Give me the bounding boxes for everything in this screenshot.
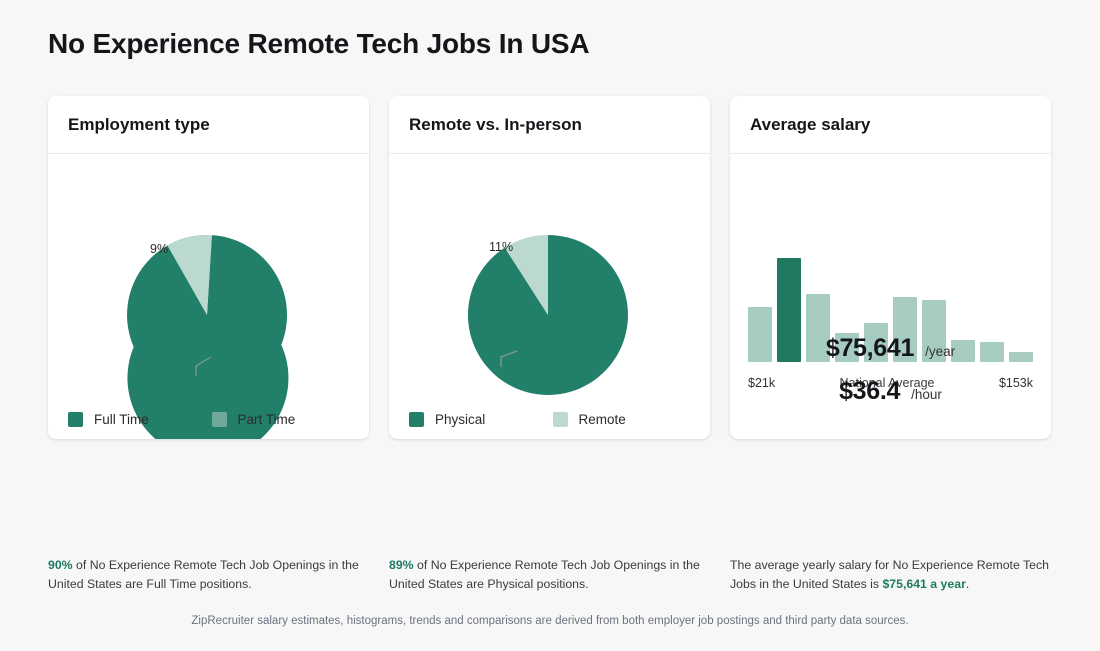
- footnote-text: The average yearly salary for No Experie…: [730, 558, 1049, 592]
- legend-employment-type: Full Time Part Time Contract: [68, 412, 355, 439]
- pie-slice-contract: [167, 235, 212, 315]
- footnote-salary-link[interactable]: $75,641 a year: [882, 577, 966, 592]
- salary-yearly-row: $75,641 /year: [730, 334, 1051, 363]
- histogram-bar: [951, 340, 975, 362]
- footnote-average-salary: The average yearly salary for No Experie…: [730, 556, 1051, 594]
- pie-svg: [127, 235, 289, 439]
- pie-slice-full-time: [127, 235, 288, 396]
- axis-label-max: $153k: [998, 376, 1033, 390]
- salary-yearly-unit: /year: [925, 344, 956, 359]
- pie-slice-remote: [504, 235, 548, 315]
- pie-chart-employment-type: 9% 90%: [48, 154, 369, 439]
- footnote-text: of No Experience Remote Tech Job Opening…: [389, 558, 700, 592]
- disclaimer-text: ZipRecruiter salary estimates, histogram…: [191, 615, 909, 627]
- histogram-bar: [980, 342, 1004, 362]
- pie-slices: [467, 235, 628, 395]
- legend-label: Remote: [578, 412, 626, 427]
- pie-slices: [127, 235, 288, 396]
- legend-item-part-time[interactable]: Part Time: [211, 412, 356, 427]
- salary-hourly-unit: /hour: [911, 387, 942, 402]
- card-header-average-salary: Average salary: [730, 96, 1051, 154]
- legend-item-remote[interactable]: Remote: [552, 412, 697, 427]
- salary-histogram: $21k National Average $153k: [730, 154, 1051, 439]
- cards-row: Employment type: [48, 96, 1052, 439]
- legend-swatch-icon: [68, 412, 83, 427]
- card-body-employment-type: 9% 90% Full Time Part Time Contract: [48, 154, 369, 439]
- legend-remote-vs-inperson: Physical Remote: [409, 412, 696, 439]
- histogram-bars: [748, 242, 1033, 362]
- pie-label-small: 9%: [150, 242, 169, 256]
- pie-chart-remote-vs-inperson: 11% 89%: [389, 154, 710, 439]
- legend-item-full-time[interactable]: Full Time: [68, 412, 212, 427]
- histogram-bar: [922, 300, 946, 362]
- pie-slice-physical: [467, 235, 628, 395]
- legend-swatch-icon: [552, 412, 568, 427]
- card-title: Employment type: [68, 114, 210, 134]
- histogram-axis: $21k National Average $153k: [748, 376, 1033, 390]
- card-header-employment-type: Employment type: [48, 96, 369, 154]
- salary-figures: $75,641 /year $36.4 /hour: [730, 334, 1051, 420]
- histogram-bar: [893, 297, 917, 362]
- card-header-remote-vs-inperson: Remote vs. In-person: [389, 96, 710, 154]
- salary-yearly-amount: $75,641: [825, 334, 915, 362]
- histogram-bar: [864, 323, 888, 362]
- card-remote-vs-inperson: Remote vs. In-person 11% 89%: [389, 96, 710, 439]
- card-body-average-salary: $21k National Average $153k $75,641 /yea…: [730, 154, 1051, 439]
- footnote-accent: 90%: [48, 558, 73, 572]
- page-title: No Experience Remote Tech Jobs In USA: [48, 28, 590, 59]
- legend-label: Physical: [435, 412, 486, 427]
- footnotes-row: 90% of No Experience Remote Tech Job Ope…: [48, 556, 1052, 594]
- leader-line-top: [500, 350, 518, 367]
- pie-label-small: 11%: [489, 240, 514, 254]
- leader-line-top: [195, 356, 212, 376]
- legend-swatch-icon: [211, 412, 227, 427]
- footnote-text-tail: .: [965, 577, 970, 592]
- salary-hourly-row: $36.4 /hour: [730, 377, 1051, 406]
- card-average-salary: Average salary $21k National Average $15…: [730, 96, 1051, 439]
- legend-swatch-icon: [409, 412, 424, 427]
- card-title: Average salary: [750, 114, 871, 134]
- legend-label: Part Time: [237, 412, 296, 427]
- axis-label-min: $21k: [748, 376, 776, 390]
- legend-label: Full Time: [94, 412, 149, 427]
- histogram-bar: [748, 307, 772, 362]
- footnote-remote-vs-inperson: 89% of No Experience Remote Tech Job Ope…: [389, 556, 710, 594]
- histogram-bar: [835, 333, 859, 362]
- footnote-employment-type: 90% of No Experience Remote Tech Job Ope…: [48, 556, 369, 594]
- footnote-accent: 89%: [389, 558, 414, 572]
- card-employment-type: Employment type: [48, 96, 369, 439]
- histogram-bar: [1009, 352, 1033, 362]
- card-body-remote-vs-inperson: 11% 89% Physical Remote: [389, 154, 710, 439]
- card-title: Remote vs. In-person: [409, 114, 582, 134]
- salary-hourly-amount: $36.4: [839, 377, 901, 405]
- histogram-bar: [777, 258, 801, 362]
- pie-svg: [467, 235, 628, 395]
- footnote-text: of No Experience Remote Tech Job Opening…: [48, 558, 359, 592]
- legend-item-physical[interactable]: Physical: [409, 412, 553, 427]
- axis-label-national-average: National Average: [839, 376, 935, 390]
- histogram-bar: [806, 294, 830, 362]
